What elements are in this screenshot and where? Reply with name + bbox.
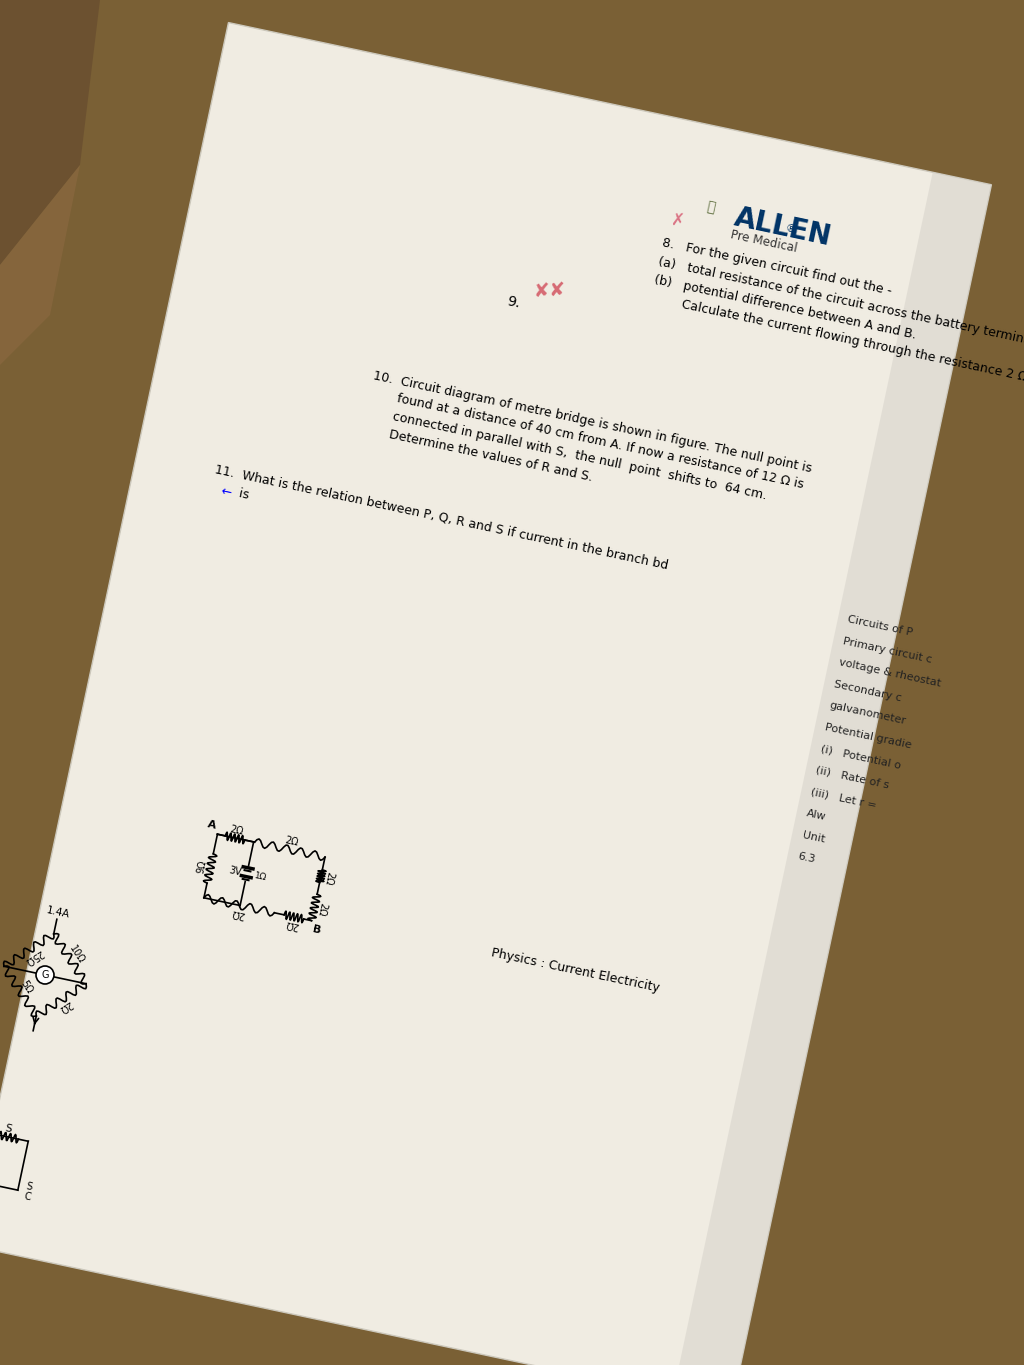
Text: 5Ω: 5Ω	[18, 979, 35, 995]
Text: Physics : Current Electricity: Physics : Current Electricity	[489, 946, 660, 995]
Text: connected in parallel with S,  the null  point  shifts to  64 cm.: connected in parallel with S, the null p…	[365, 404, 768, 502]
Text: (ii)   Rate of s: (ii) Rate of s	[815, 766, 890, 790]
Text: Circuits of P: Circuits of P	[847, 614, 913, 637]
Text: 6.3: 6.3	[797, 852, 816, 864]
Text: voltage & rheostat: voltage & rheostat	[838, 658, 941, 689]
Text: 11.  What is the relation between P, Q, R and S if current in the branch bd: 11. What is the relation between P, Q, R…	[214, 463, 670, 572]
Text: A: A	[207, 819, 217, 831]
Polygon shape	[0, 23, 991, 1365]
Text: Primary circuit c: Primary circuit c	[843, 636, 933, 665]
Text: 10Ω: 10Ω	[68, 943, 86, 965]
Text: 8.   For the given circuit find out the -: 8. For the given circuit find out the -	[660, 236, 893, 298]
Text: found at a distance of 40 cm from A. If now a resistance of 12 Ω is: found at a distance of 40 cm from A. If …	[369, 386, 805, 491]
Text: Calculate the current flowing through the resistance 2 Ω.: Calculate the current flowing through th…	[649, 291, 1024, 385]
Text: (i)   Potential o: (i) Potential o	[819, 744, 901, 770]
Text: 3V: 3V	[228, 865, 243, 878]
Text: 10.  Circuit diagram of metre bridge is shown in figure. The null point is: 10. Circuit diagram of metre bridge is s…	[372, 369, 813, 475]
Text: ✗: ✗	[670, 212, 684, 229]
Text: Potential gradie: Potential gradie	[824, 722, 912, 751]
Text: Pre Medical: Pre Medical	[729, 228, 798, 255]
Polygon shape	[0, 165, 80, 364]
Text: Secondary c: Secondary c	[834, 678, 902, 703]
Text: (a)   total resistance of the circuit across the battery terminals.: (a) total resistance of the circuit acro…	[656, 255, 1024, 351]
Text: 2Ω: 2Ω	[229, 906, 245, 920]
Text: B: B	[311, 924, 322, 936]
Polygon shape	[0, 0, 1024, 265]
Text: (iii)   Let r =: (iii) Let r =	[810, 786, 878, 811]
Text: 1.4A: 1.4A	[46, 905, 71, 920]
Text: 2Ω: 2Ω	[323, 870, 335, 886]
Text: 1Ω: 1Ω	[254, 871, 267, 882]
Text: 2Ω: 2Ω	[285, 919, 300, 931]
Text: ←: ←	[219, 485, 232, 500]
Text: Determine the values of R and S.: Determine the values of R and S.	[360, 422, 594, 483]
Text: 🐦: 🐦	[706, 199, 716, 214]
Text: (b)   potential difference between A and B.: (b) potential difference between A and B…	[653, 273, 918, 341]
Text: 25Ω: 25Ω	[23, 947, 44, 966]
Text: 9Ω: 9Ω	[196, 859, 209, 875]
Text: is: is	[210, 480, 250, 501]
Text: 2Ω: 2Ω	[284, 835, 299, 848]
Text: S: S	[25, 1181, 33, 1192]
Polygon shape	[673, 172, 991, 1365]
Text: ®: ®	[784, 222, 797, 235]
Circle shape	[36, 966, 54, 984]
Polygon shape	[0, 0, 100, 265]
Text: 9.: 9.	[505, 295, 521, 311]
Text: Alw: Alw	[806, 808, 827, 822]
Text: S: S	[4, 1123, 12, 1134]
Text: Unit: Unit	[801, 830, 825, 844]
Text: ✘✘: ✘✘	[532, 280, 566, 300]
Text: ALLEN: ALLEN	[731, 203, 834, 251]
Text: G: G	[41, 971, 49, 980]
Text: 2Ω: 2Ω	[315, 901, 329, 917]
Text: 2Ω: 2Ω	[57, 999, 74, 1014]
Text: galvanometer: galvanometer	[828, 700, 907, 726]
Text: C: C	[23, 1190, 32, 1203]
Text: 2Ω: 2Ω	[229, 824, 245, 837]
